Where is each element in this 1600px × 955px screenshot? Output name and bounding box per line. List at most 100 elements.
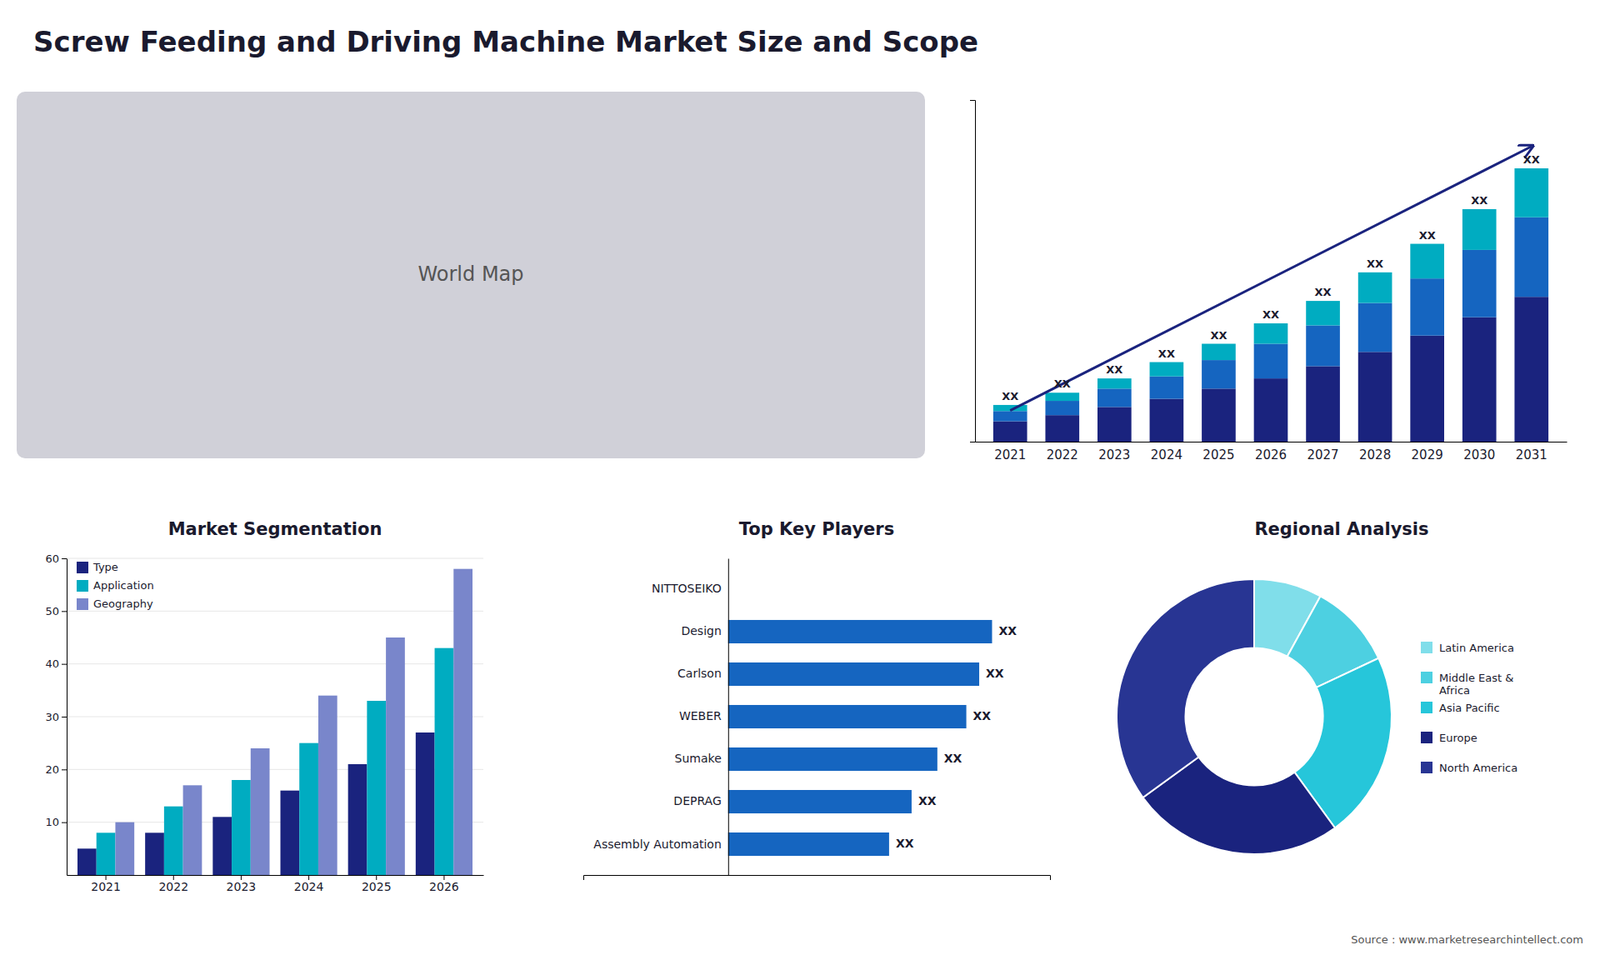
tick-label: Sumake [675,751,722,765]
trend-arrow [1010,146,1532,411]
bar-segment [1305,325,1340,366]
tick: 2028 [1359,441,1391,463]
bar-annotation: XX [1210,329,1227,342]
bar-segment [1514,168,1549,218]
tick: Design [680,624,728,638]
grid-line [66,610,484,612]
bar [164,806,184,875]
tick-label: 2031 [1515,447,1548,463]
legend-item: Geography [76,597,154,611]
plot-area [728,620,993,856]
bar [280,790,300,875]
tick-label: 20 [45,763,60,776]
bar [250,748,270,875]
bar [435,648,455,875]
bar-segment [1254,378,1289,442]
tick-label: 2027 [1306,447,1339,463]
tick: 40 [45,657,67,670]
bar [366,700,386,875]
bar-segment [1358,351,1393,442]
dashboard: Screw Feeding and Driving Machine Market… [0,0,1600,955]
bar-annotation: XX [1001,390,1019,403]
bar-annotation: XX [1158,347,1175,360]
tick-label: 2028 [1359,447,1391,463]
tick-label: 2021 [90,880,121,894]
legend-label-line: Latin America [1439,641,1515,655]
tick-label: 30 [45,710,60,724]
map-label: World Map [417,262,524,286]
tick-label: 2024 [1150,447,1183,463]
bar [299,743,319,875]
legend-item: Type [76,560,119,575]
slice [1116,579,1255,798]
tick-label: 2030 [1463,447,1495,463]
tick: NITTOSEIKO [651,581,729,595]
legend-swatch [76,598,89,610]
tick: 2031 [1515,441,1548,463]
bar-segment [993,410,1028,421]
bar-annotation: XX [1366,257,1384,270]
plot-area [993,146,1549,442]
tick-label: Carlson [677,666,722,680]
source-note: Source : www.marketresearchintellect.com [1350,933,1584,946]
bar-segment [1305,365,1340,442]
bar [77,848,97,875]
map-panel: World Map [16,91,925,459]
bar-segment [1410,244,1445,280]
bar [728,832,890,856]
bar-annotation: XX [1419,229,1436,242]
tick: 2022 [1046,441,1079,463]
tick: 2023 [1098,441,1130,463]
pie-chart: Latin AmericaMiddle East &AfricaAsia Pac… [1116,579,1518,855]
tick-mark [61,716,67,718]
tick: 2030 [1463,441,1495,463]
tick-mark [61,769,67,770]
tick-label: WEBER [679,709,722,723]
grouped-bar-chart: 202120222023202420252026102030405060Type… [45,552,484,894]
tick-label: 60 [45,552,60,565]
y-axis [970,100,976,443]
tick: 2029 [1411,441,1444,463]
bar [728,705,967,729]
bar-segment [1045,400,1080,415]
legend-item: Asia Pacific [1420,701,1500,715]
chart-title: Regional Analysis [1254,519,1429,540]
x-axis: 202120222023202420252026 [67,875,485,894]
legend-label: Geography [93,597,154,610]
tick: 2026 [429,875,460,894]
tick-label: 40 [45,657,60,670]
bar [96,832,116,875]
tick-label: Assembly Automation [593,837,721,851]
chart-title: Top Key Players [739,519,895,540]
axis-line [970,100,976,443]
y-axis: 102030405060 [45,552,67,876]
x-axis [584,875,1051,881]
bar [145,832,165,875]
x-axis: 2021202220232024202520262027202820292030… [975,441,1568,463]
data-label: XX [985,666,1005,680]
tick-label: NITTOSEIKO [651,581,722,595]
tick: Assembly Automation [593,837,728,851]
tick: 2021 [90,875,121,894]
data-label: XX [973,709,992,723]
plot-area [77,569,473,875]
grid-line [66,663,484,665]
bar-segment [1150,362,1185,377]
legend-swatch [76,580,89,592]
tick: 30 [45,710,67,724]
tick: Carlson [677,666,729,680]
bar-segment [1410,278,1445,336]
tick: 2024 [1150,441,1183,463]
slices [1116,579,1392,855]
tick-mark [61,610,67,612]
bar [728,747,938,771]
bar-segment [1514,296,1549,442]
tick-label: 2022 [158,880,189,894]
tick: 2021 [994,441,1026,463]
legend-item: Europe [1420,731,1478,745]
legend-label: Latin America [1439,641,1515,655]
tick-label: 2021 [994,447,1026,463]
bar [415,732,435,875]
tick-label: 2029 [1411,447,1444,463]
bar [385,637,405,875]
